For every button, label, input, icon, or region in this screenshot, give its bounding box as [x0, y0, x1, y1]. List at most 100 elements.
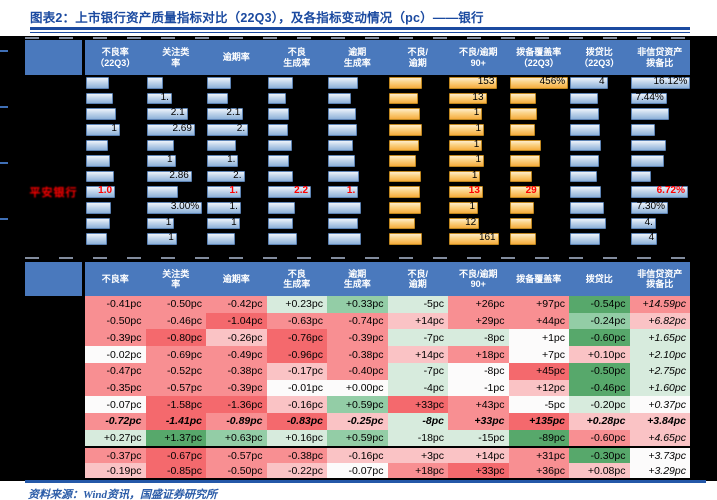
metric-cell	[569, 106, 630, 122]
metric-cell	[266, 90, 327, 107]
metric-value: 1.	[160, 91, 169, 103]
delta-cell: -7pc	[387, 362, 448, 380]
data-bar	[267, 233, 297, 245]
data-bar	[328, 186, 359, 198]
data-bar	[328, 108, 356, 120]
metric-cell	[629, 168, 690, 185]
metric-value: 1	[475, 154, 482, 166]
delta-cell: -0.80pc	[145, 329, 206, 347]
delta-cell: -0.30pc	[569, 446, 630, 464]
column-header: 拨贷比 （22Q3）	[569, 40, 630, 75]
metric-value: 2.69	[172, 122, 192, 134]
data-bar	[267, 77, 293, 89]
metric-cell	[266, 231, 327, 247]
metric-cell	[266, 215, 327, 232]
data-bar	[509, 108, 538, 120]
metric-value: 1.0	[98, 185, 113, 197]
row-label-cell	[25, 346, 85, 363]
metric-cell: 1	[448, 121, 509, 138]
delta-cell: +3.84pc	[629, 413, 690, 430]
delta-cell: +0.37pc	[629, 396, 690, 414]
figure-title: 图表2：上市银行资产质量指标对比（22Q3），及各指标变动情况（pc）——银行	[30, 11, 484, 25]
metric-cell: 13	[448, 184, 509, 200]
metric-cell	[85, 153, 146, 169]
metric-cell	[508, 106, 569, 122]
data-bar	[388, 139, 419, 152]
data-bar	[207, 202, 241, 214]
delta-cell: +36pc	[508, 463, 569, 480]
metric-value: 7.30%	[636, 201, 666, 212]
metric-cell: 1.	[327, 184, 388, 200]
delta-cell: -0.50pc	[85, 312, 146, 330]
delta-cell: -0.63pc	[266, 312, 327, 330]
column-header: 不良/逾期 90+	[448, 262, 509, 296]
metric-cell	[266, 106, 327, 122]
metric-cell: 1	[206, 215, 267, 232]
data-bar	[570, 202, 604, 214]
metric-cell: 1.	[206, 184, 267, 200]
delta-cell: -0.85pc	[145, 463, 206, 480]
metric-value: 1	[475, 122, 482, 134]
delta-cell: +43pc	[448, 396, 509, 414]
metric-value: 1	[469, 201, 476, 212]
data-bar	[86, 217, 111, 230]
metric-value: 13	[472, 91, 484, 103]
metric-cell	[206, 90, 267, 107]
footer-rule	[25, 480, 706, 483]
title-rule-thin	[30, 32, 690, 33]
metric-cell	[327, 200, 388, 216]
delta-cell: +3.73pc	[629, 446, 690, 464]
row-label-cell	[25, 106, 85, 122]
metric-value: 1	[473, 138, 480, 150]
data-bar	[509, 77, 569, 89]
metric-value: 4	[648, 232, 655, 244]
metric-cell: 2.	[206, 168, 267, 185]
data-bar	[388, 108, 420, 120]
metric-cell	[387, 106, 448, 122]
metric-cell	[327, 106, 388, 122]
column-header: 不良/ 逾期	[387, 40, 448, 75]
data-bar	[509, 139, 541, 152]
metric-value: 6.72%	[656, 185, 685, 197]
data-bar	[207, 77, 232, 89]
delta-cell: +0.59pc	[327, 396, 388, 414]
metric-cell: 13	[448, 90, 509, 107]
column-header: 不良 生成率	[266, 40, 327, 75]
data-bar	[328, 123, 358, 136]
metric-cell	[85, 137, 146, 154]
delta-cell: -0.57pc	[206, 446, 267, 464]
metric-cell: 1.	[145, 90, 206, 107]
metric-value: 7.44%	[635, 91, 664, 103]
metric-value: 1	[165, 216, 172, 228]
data-bar	[509, 170, 533, 183]
metric-cell	[569, 184, 630, 200]
delta-cell: -0.38pc	[266, 446, 327, 464]
metric-cell	[629, 106, 690, 122]
delta-cell: -1.36pc	[206, 396, 267, 414]
delta-cell: -0.60pc	[569, 329, 630, 347]
data-bar	[86, 108, 117, 120]
data-bar	[570, 170, 597, 183]
column-header: 逾期 生成率	[327, 40, 388, 75]
data-bar	[630, 155, 664, 167]
data-bar	[86, 202, 112, 214]
metric-cell	[508, 168, 569, 185]
metric-cell	[206, 137, 267, 154]
metric-cell	[387, 121, 448, 138]
metric-cell	[85, 90, 146, 107]
delta-cell: -0.22pc	[266, 463, 327, 480]
data-bar	[146, 139, 175, 152]
metric-cell	[85, 231, 146, 247]
delta-cell: +3pc	[387, 446, 448, 464]
data-bar	[146, 202, 203, 214]
delta-cell: -0.19pc	[85, 463, 146, 480]
data-bar	[146, 77, 164, 89]
data-bar	[267, 92, 286, 105]
data-bar	[267, 155, 290, 167]
delta-cell: -1.04pc	[206, 312, 267, 330]
delta-cell: +14pc	[387, 312, 448, 330]
row-label-header	[25, 262, 85, 296]
data-bar	[388, 186, 420, 198]
metric-value: 2.1	[170, 107, 185, 119]
metric-cell	[387, 231, 448, 247]
